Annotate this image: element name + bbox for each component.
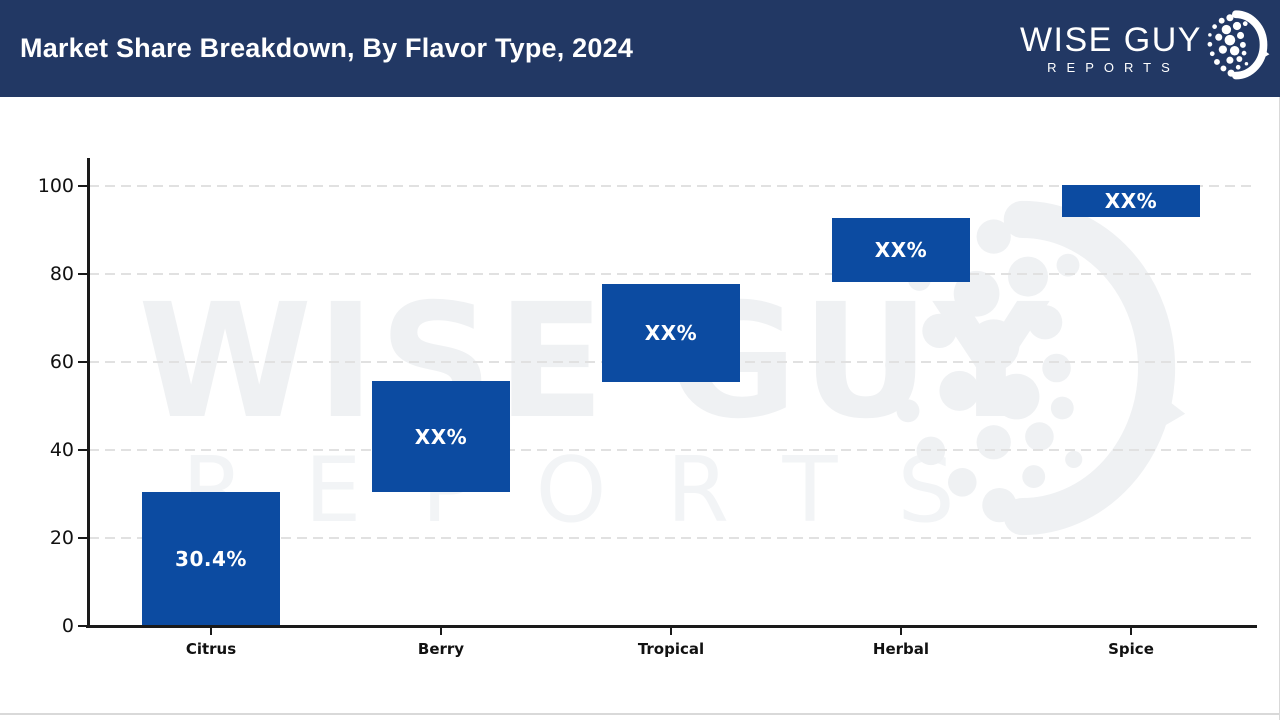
header: Market Share Breakdown, By Flavor Type, …	[0, 0, 1280, 97]
bottom-border-line	[0, 713, 1280, 715]
y-tick-100	[78, 185, 87, 187]
y-tick-label: 0	[61, 615, 74, 637]
x-tick-herbal	[900, 628, 902, 635]
bar-value-label: XX%	[1104, 188, 1158, 213]
y-tick-0	[78, 625, 87, 627]
bar-citrus: 30.4%	[142, 492, 280, 626]
y-tick-label: 100	[37, 175, 74, 197]
bar-tropical: XX%	[602, 283, 740, 382]
x-category-label: Spice	[1108, 640, 1154, 658]
bar-berry: XX%	[372, 380, 510, 493]
x-category-label: Citrus	[185, 640, 237, 658]
wiseguy-logo: WISE GUY REPORTS	[1020, 9, 1270, 89]
x-category-label: Tropical	[637, 640, 705, 658]
y-tick-80	[78, 273, 87, 275]
page-title: Market Share Breakdown, By Flavor Type, …	[20, 33, 634, 63]
watermark-subtext: REPORTS	[182, 438, 1015, 543]
logo-wordmark: WISE GUY REPORTS	[1020, 23, 1202, 75]
x-tick-citrus	[210, 628, 212, 635]
x-category-label: Berry	[417, 640, 465, 658]
logo-subtext: REPORTS	[1047, 59, 1180, 75]
gridline-80	[89, 273, 1255, 275]
x-tick-berry	[440, 628, 442, 635]
y-tick-label: 20	[49, 527, 74, 549]
bar-value-label: XX%	[874, 238, 928, 263]
gridline-100	[89, 185, 1255, 187]
y-tick-label: 60	[49, 351, 74, 373]
y-tick-60	[78, 361, 87, 363]
x-axis-line	[86, 625, 1257, 628]
bar-value-label: XX%	[414, 424, 468, 449]
gridline-40	[89, 449, 1255, 451]
bar-spice: XX%	[1062, 184, 1200, 217]
y-tick-40	[78, 449, 87, 451]
bar-value-label: 30.4%	[175, 547, 247, 572]
y-tick-label: 40	[49, 439, 74, 461]
wiseguy-face-icon	[1204, 9, 1270, 89]
x-tick-spice	[1130, 628, 1132, 635]
bar-value-label: XX%	[644, 320, 698, 345]
bar-herbal: XX%	[832, 218, 970, 283]
y-tick-label: 80	[49, 263, 74, 285]
y-tick-20	[78, 537, 87, 539]
x-tick-tropical	[670, 628, 672, 635]
logo-wordmark-text: WISE GUY	[1019, 20, 1202, 59]
x-category-label: Herbal	[872, 640, 930, 658]
gridline-20	[89, 537, 1255, 539]
y-axis-line	[87, 158, 90, 627]
